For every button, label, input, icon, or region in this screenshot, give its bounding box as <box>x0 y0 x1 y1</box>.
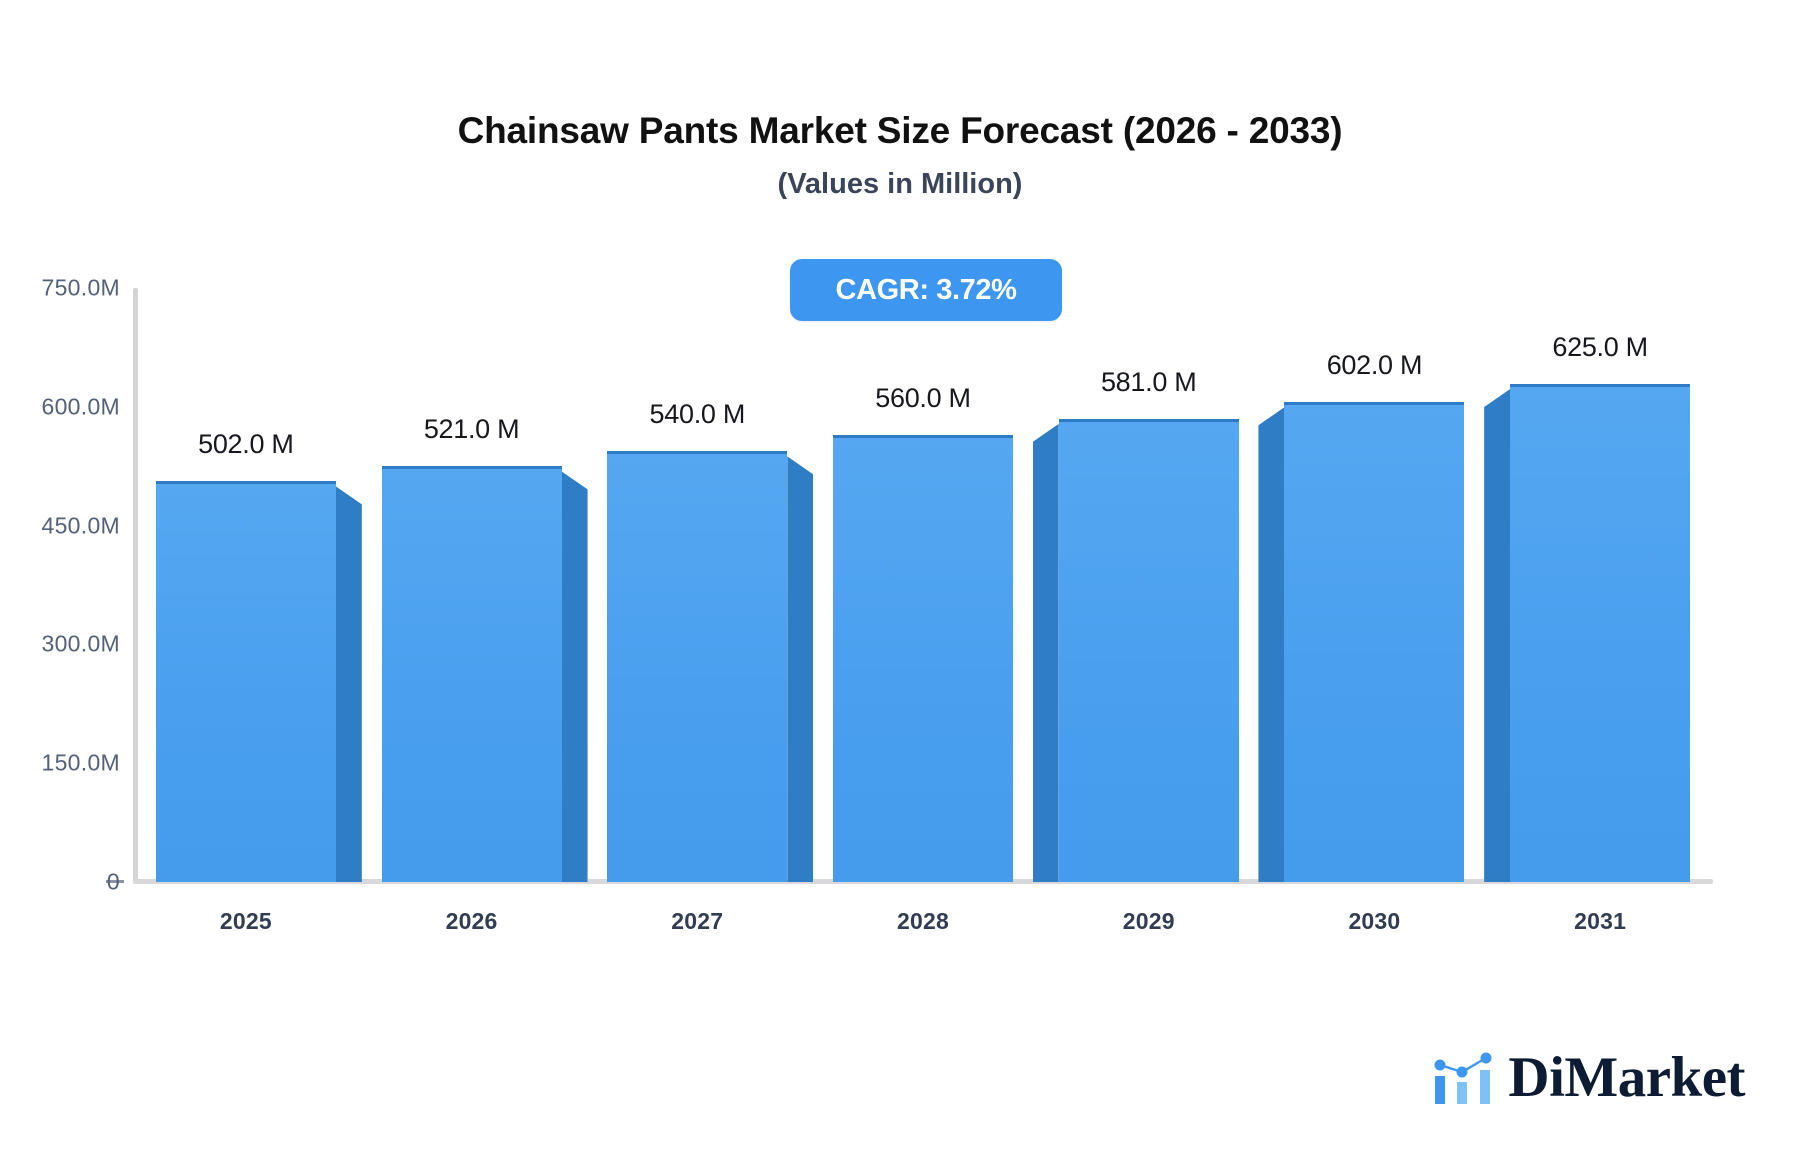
bar-side-face <box>1258 407 1285 882</box>
x-axis-category-label: 2031 <box>1574 908 1627 934</box>
bar-side-face <box>561 471 588 882</box>
bar[interactable]: 540.0 M <box>607 399 814 882</box>
bar-value-label: 540.0 M <box>649 399 746 430</box>
chart-title: Chainsaw Pants Market Size Forecast (202… <box>457 110 1343 151</box>
x-axis-category-label: 2029 <box>1122 908 1175 934</box>
x-axis-category-label: 2030 <box>1348 908 1401 934</box>
bar-front-face <box>607 451 788 882</box>
dimarket-logo: DiMarket <box>1432 1048 1745 1106</box>
bar-value-label: 560.0 M <box>875 383 971 414</box>
bar-front-face <box>1284 402 1465 882</box>
bar-value-label: 502.0 M <box>198 429 294 460</box>
x-axis-category-label: 2027 <box>671 908 724 934</box>
bar-value-label: 625.0 M <box>1552 332 1648 362</box>
chart-subtitle: (Values in Million) <box>777 168 1023 200</box>
bar-front-face <box>1510 384 1691 882</box>
bar-side-face <box>1484 389 1511 882</box>
x-axis-category-labels: 2025 2026 2027 2028 2029 2030 2031 <box>133 0 1713 1156</box>
y-axis-tick-label: 750.0M <box>41 274 120 301</box>
bar-side-face <box>335 486 362 882</box>
y-axis-tick-labels: 750.0M 600.0M 450.0M 300.0M 150.0M 0 <box>0 0 120 1156</box>
cagr-badge-label: CAGR: 3.72% <box>835 273 1017 306</box>
logo-wordmark: DiMarket <box>1508 1045 1745 1109</box>
cagr-badge: CAGR: 3.72% <box>790 259 1062 321</box>
y-axis-tick-label: 300.0M <box>41 630 120 657</box>
bar[interactable]: 625.0 M <box>1484 332 1691 882</box>
y-axis-zero-tick <box>106 880 124 883</box>
bar-front-face <box>155 481 336 882</box>
y-axis-tick-label: 600.0M <box>41 393 120 420</box>
bar[interactable]: 602.0 M <box>1258 350 1465 882</box>
bar-value-label: 581.0 M <box>1100 366 1197 397</box>
bar-chart-logo-icon <box>1434 1052 1492 1104</box>
y-axis-tick-label: 0 <box>106 868 120 895</box>
y-axis-tick-label: 450.0M <box>41 512 120 539</box>
bar[interactable]: 581.0 M <box>1032 367 1239 882</box>
bar-front-face <box>1058 418 1239 882</box>
x-axis-category-label: 2026 <box>445 908 498 934</box>
bar-front-face <box>381 466 562 882</box>
bar-value-label: 521.0 M <box>423 414 520 445</box>
bar-value-label: 602.0 M <box>1326 350 1423 381</box>
bar-series: 502.0 M 521.0 M 540.0 M 560.0 M 581.0 M 602.0… <box>133 288 1713 882</box>
bar[interactable]: 521.0 M <box>381 414 588 882</box>
bar[interactable]: 560.0 M <box>833 383 1013 882</box>
bar[interactable]: 502.0 M <box>155 429 362 882</box>
x-axis-category-label: 2025 <box>219 908 272 934</box>
y-axis-line <box>133 288 138 882</box>
bar-front-face <box>833 435 1013 882</box>
y-axis-tick-label: 150.0M <box>41 749 120 776</box>
bar-side-face <box>1032 423 1059 882</box>
bar-side-face <box>787 456 814 882</box>
x-axis-category-label: 2028 <box>897 908 949 934</box>
